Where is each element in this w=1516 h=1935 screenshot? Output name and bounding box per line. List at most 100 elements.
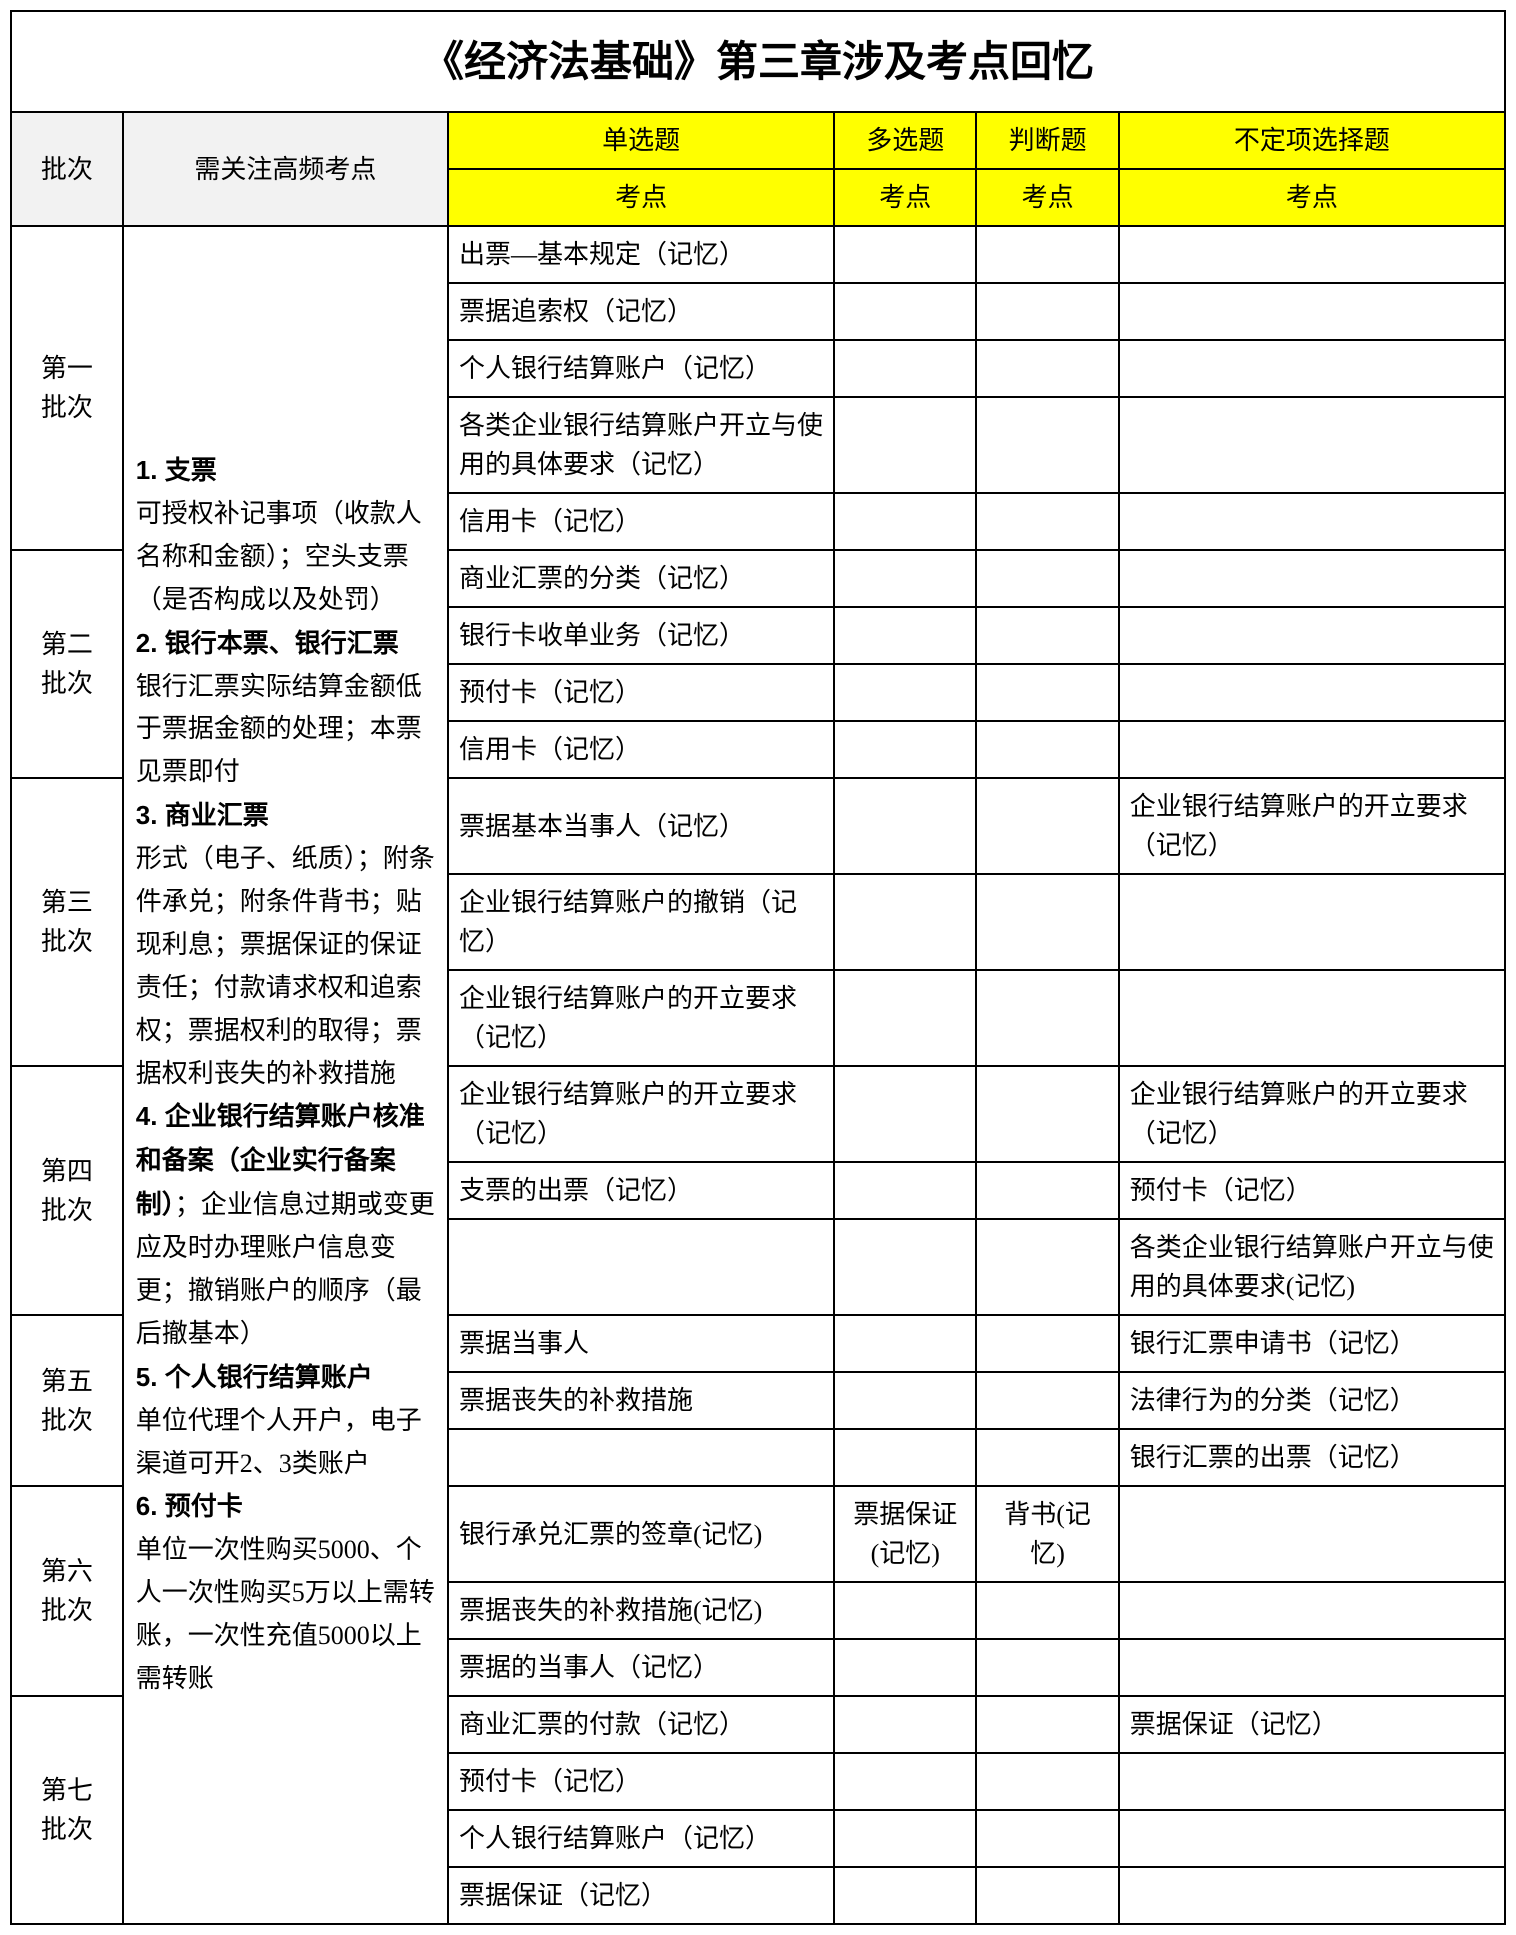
cell-j [976,397,1118,493]
cell-j [976,1810,1118,1867]
cell-j [976,970,1118,1066]
focus-points-cell: 1. 支票可授权补记事项（收款人名称和金额）；空头支票（是否构成以及处罚）2. … [123,226,448,1924]
cell-u [1119,721,1505,778]
cell-m [834,1066,976,1162]
cell-s: 票据追索权（记忆） [448,283,834,340]
cell-s: 票据基本当事人（记忆） [448,778,834,874]
header-batch: 批次 [11,112,123,226]
batch-2-label: 第二批次 [11,550,123,778]
cell-u: 票据保证（记忆） [1119,1696,1505,1753]
cell-j [976,874,1118,970]
cell-j [976,1315,1118,1372]
header-kd-4: 考点 [1119,169,1505,226]
cell-s: 信用卡（记忆） [448,721,834,778]
cell-s: 票据丧失的补救措施 [448,1372,834,1429]
cell-u [1119,1486,1505,1582]
cell-m [834,874,976,970]
cell-j [976,283,1118,340]
cell-j [976,1753,1118,1810]
cell-s: 个人银行结算账户（记忆） [448,340,834,397]
cell-j [976,1429,1118,1486]
cell-u [1119,397,1505,493]
cell-j [976,778,1118,874]
cell-m [834,1429,976,1486]
header-focus: 需关注高频考点 [123,112,448,226]
cell-j [976,1066,1118,1162]
batch-6-label: 第六批次 [11,1486,123,1696]
cell-m [834,1315,976,1372]
cell-m: 票据保证(记忆) [834,1486,976,1582]
header-undef: 不定项选择题 [1119,112,1505,169]
cell-m [834,778,976,874]
cell-s: 支票的出票（记忆） [448,1162,834,1219]
cell-s: 银行承兑汇票的签章(记忆) [448,1486,834,1582]
cell-s: 企业银行结算账户的开立要求（记忆） [448,1066,834,1162]
cell-u: 预付卡（记忆） [1119,1162,1505,1219]
cell-j [976,721,1118,778]
cell-u [1119,1753,1505,1810]
cell-u [1119,607,1505,664]
cell-m [834,1639,976,1696]
cell-m [834,1219,976,1315]
cell-m [834,1696,976,1753]
batch-4-label: 第四批次 [11,1066,123,1315]
cell-m [834,226,976,283]
cell-s: 票据当事人 [448,1315,834,1372]
cell-s: 票据丧失的补救措施(记忆) [448,1582,834,1639]
cell-m [834,1372,976,1429]
cell-s: 票据的当事人（记忆） [448,1639,834,1696]
cell-u: 银行汇票申请书（记忆） [1119,1315,1505,1372]
cell-u [1119,340,1505,397]
cell-u [1119,970,1505,1066]
cell-s: 各类企业银行结算账户开立与使用的具体要求（记忆） [448,397,834,493]
cell-u [1119,664,1505,721]
cell-s: 预付卡（记忆） [448,664,834,721]
cell-u [1119,283,1505,340]
cell-m [834,340,976,397]
header-multi: 多选题 [834,112,976,169]
cell-j [976,1219,1118,1315]
cell-j [976,1867,1118,1924]
cell-s [448,1219,834,1315]
cell-u [1119,1582,1505,1639]
cell-s: 企业银行结算账户的开立要求（记忆） [448,970,834,1066]
cell-u [1119,1867,1505,1924]
batch-7-label: 第七批次 [11,1696,123,1924]
cell-s: 企业银行结算账户的撤销（记忆） [448,874,834,970]
cell-j [976,1582,1118,1639]
cell-u [1119,874,1505,970]
cell-j [976,664,1118,721]
cell-m [834,283,976,340]
cell-j [976,607,1118,664]
batch-1-label: 第一批次 [11,226,123,550]
header-kd-2: 考点 [834,169,976,226]
table-title: 《经济法基础》第三章涉及考点回忆 [11,11,1505,112]
cell-s: 信用卡（记忆） [448,493,834,550]
cell-u [1119,550,1505,607]
cell-s: 票据保证（记忆） [448,1867,834,1924]
cell-j [976,1639,1118,1696]
cell-u: 银行汇票的出票（记忆） [1119,1429,1505,1486]
cell-m [834,1582,976,1639]
cell-j [976,1162,1118,1219]
header-kd-3: 考点 [976,169,1118,226]
header-single: 单选题 [448,112,834,169]
cell-m [834,397,976,493]
cell-j [976,1372,1118,1429]
cell-j [976,226,1118,283]
cell-u [1119,1810,1505,1867]
batch-3-label: 第三批次 [11,778,123,1066]
cell-m [834,970,976,1066]
cell-s: 银行卡收单业务（记忆） [448,607,834,664]
cell-m [834,550,976,607]
cell-j [976,1696,1118,1753]
cell-u: 法律行为的分类（记忆） [1119,1372,1505,1429]
cell-u: 企业银行结算账户的开立要求（记忆） [1119,1066,1505,1162]
cell-s [448,1429,834,1486]
cell-u [1119,226,1505,283]
cell-s: 出票—基本规定（记忆） [448,226,834,283]
cell-s: 商业汇票的付款（记忆） [448,1696,834,1753]
cell-j [976,493,1118,550]
header-kd-1: 考点 [448,169,834,226]
cell-m [834,1162,976,1219]
